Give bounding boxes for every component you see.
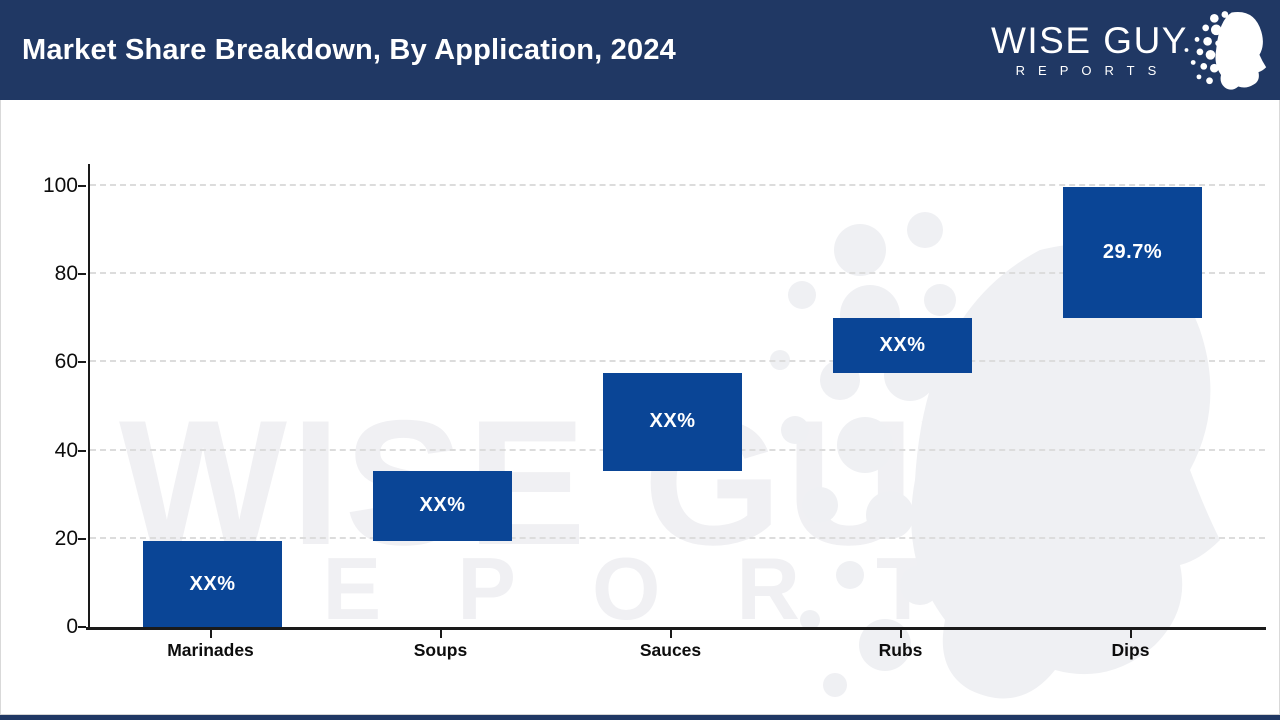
bar-sauces: XX% xyxy=(603,373,742,471)
y-tick-label-100: 100 xyxy=(42,174,78,198)
watermark-head-icon xyxy=(770,212,1220,699)
y-tick-label-0: 0 xyxy=(66,615,78,638)
bar-value-label: XX% xyxy=(419,494,466,517)
brand-subtitle: REPORTS xyxy=(1015,63,1170,78)
x-tick-mark-2 xyxy=(669,630,672,638)
y-tick-mark-40 xyxy=(78,449,86,452)
x-tick-label-sauces: Sauces xyxy=(639,640,702,660)
x-tick-mark-3 xyxy=(899,630,902,638)
brand-logo: WISE GUY REPORTS xyxy=(991,6,1280,94)
gridline-20 xyxy=(90,536,1265,539)
x-tick-mark-4 xyxy=(1129,630,1132,638)
bottom-divider xyxy=(0,714,1280,715)
header: Market Share Breakdown, By Application, … xyxy=(0,0,1280,100)
y-tick-label-80: 80 xyxy=(54,262,78,286)
y-tick-mark-20 xyxy=(78,537,86,540)
bar-soups: XX% xyxy=(373,470,512,542)
bar-value-label: 29.7% xyxy=(1102,240,1163,263)
x-tick-mark-1 xyxy=(439,630,442,638)
y-tick-label-40: 40 xyxy=(54,438,78,462)
x-tick-label-marinades: Marinades xyxy=(167,640,254,660)
bar-marinades: XX% xyxy=(143,541,282,627)
gridline-100 xyxy=(90,184,1265,187)
footer-bar xyxy=(0,715,1280,720)
y-tick-label-60: 60 xyxy=(54,350,78,374)
chart-title: Market Share Breakdown, By Application, … xyxy=(22,33,676,66)
y-tick-mark-60 xyxy=(78,361,86,364)
gridline-60 xyxy=(90,360,1265,363)
x-tick-label-soups: Soups xyxy=(413,640,468,660)
bar-rubs: XX% xyxy=(833,317,972,374)
bar-dips: 29.7% xyxy=(1063,186,1202,318)
gridline-80 xyxy=(90,272,1265,275)
x-axis-line xyxy=(86,627,1266,630)
brand-head-icon xyxy=(1184,11,1267,90)
y-tick-mark-0 xyxy=(78,626,86,628)
brand-logo-text: WISE GUY REPORTS xyxy=(991,22,1188,78)
bar-value-label: XX% xyxy=(879,333,926,356)
y-tick-label-20: 20 xyxy=(54,526,78,550)
brand-name: WISE GUY xyxy=(990,20,1188,61)
x-tick-label-dips: Dips xyxy=(1111,640,1150,660)
bar-value-label: XX% xyxy=(649,410,696,433)
y-tick-mark-100 xyxy=(78,185,86,188)
x-tick-mark-0 xyxy=(209,630,212,638)
x-tick-label-rubs: Rubs xyxy=(878,640,923,660)
plot-area: XX% XX% XX% XX% 29.7% xyxy=(88,164,1265,627)
y-tick-mark-80 xyxy=(78,273,86,276)
bar-value-label: XX% xyxy=(189,572,236,595)
